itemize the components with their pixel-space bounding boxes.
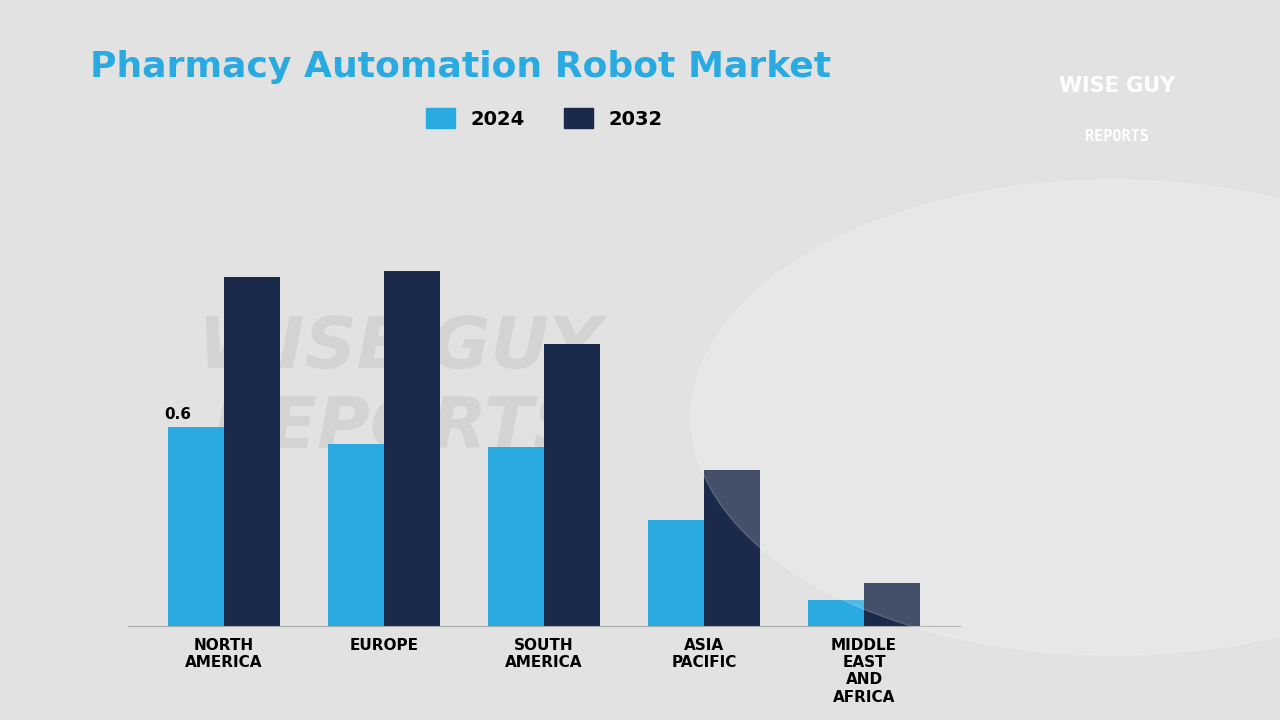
Bar: [328, 444, 384, 626]
Bar: [224, 277, 280, 626]
Bar: [704, 470, 760, 626]
Bar: [864, 583, 920, 626]
Text: 0.6: 0.6: [164, 407, 191, 422]
Text: Pharmacy Automation Robot Market: Pharmacy Automation Robot Market: [90, 50, 831, 84]
Legend: 2024, 2032: 2024, 2032: [417, 101, 671, 137]
Bar: [488, 447, 544, 626]
Bar: [808, 600, 864, 626]
Bar: [168, 427, 224, 626]
Bar: [384, 271, 440, 626]
Bar: [648, 520, 704, 626]
Text: WISE GUY
REPORTS: WISE GUY REPORTS: [197, 315, 602, 463]
Text: REPORTS: REPORTS: [1084, 130, 1148, 144]
Text: WISE GUY: WISE GUY: [1059, 76, 1175, 96]
Bar: [544, 344, 600, 626]
